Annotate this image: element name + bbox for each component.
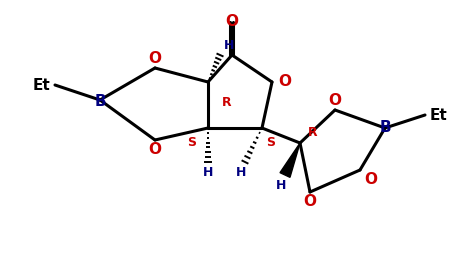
Text: O: O [225,15,238,30]
Text: S: S [187,136,196,149]
Text: O: O [148,142,161,157]
Text: R: R [307,126,317,139]
Text: O: O [303,194,316,209]
Text: Et: Et [32,77,50,92]
Text: H: H [224,39,234,52]
Text: R: R [221,96,231,109]
Text: O: O [148,51,161,66]
Text: Et: Et [429,107,447,123]
Text: H: H [202,166,213,179]
Text: S: S [266,136,275,149]
Polygon shape [279,143,299,177]
Text: H: H [275,179,286,192]
Text: H: H [235,166,246,179]
Text: O: O [363,172,376,187]
Text: O: O [328,93,341,108]
Text: B: B [378,120,390,135]
Text: O: O [278,75,290,90]
Text: B: B [94,93,106,109]
